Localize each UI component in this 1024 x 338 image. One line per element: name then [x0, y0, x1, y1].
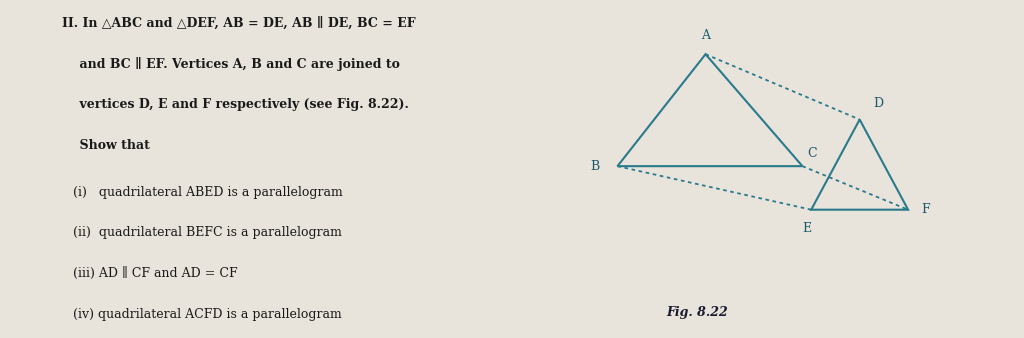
Text: F: F	[922, 203, 930, 216]
Text: (iii) AD ∥ CF and AD = CF: (iii) AD ∥ CF and AD = CF	[73, 267, 238, 280]
Text: D: D	[872, 97, 883, 110]
Text: Show that: Show that	[62, 139, 150, 151]
Text: C: C	[807, 147, 816, 160]
Text: A: A	[701, 29, 710, 42]
Text: II. In △ABC and △DEF, AB = DE, AB ∥ DE, BC = EF: II. In △ABC and △DEF, AB = DE, AB ∥ DE, …	[62, 17, 416, 30]
Text: vertices D, E and F respectively (see Fig. 8.22).: vertices D, E and F respectively (see Fi…	[62, 98, 409, 111]
Text: (ii)  quadrilateral BEFC is a parallelogram: (ii) quadrilateral BEFC is a parallelogr…	[73, 226, 342, 239]
Text: Fig. 8.22: Fig. 8.22	[666, 306, 728, 319]
Text: E: E	[802, 222, 811, 235]
Text: (i)   quadrilateral ABED is a parallelogram: (i) quadrilateral ABED is a parallelogra…	[73, 186, 343, 199]
Text: and BC ∥ EF. Vertices A, B and C are joined to: and BC ∥ EF. Vertices A, B and C are joi…	[62, 57, 400, 71]
Text: (iv) quadrilateral ACFD is a parallelogram: (iv) quadrilateral ACFD is a parallelogr…	[73, 308, 342, 320]
Text: B: B	[591, 160, 600, 173]
